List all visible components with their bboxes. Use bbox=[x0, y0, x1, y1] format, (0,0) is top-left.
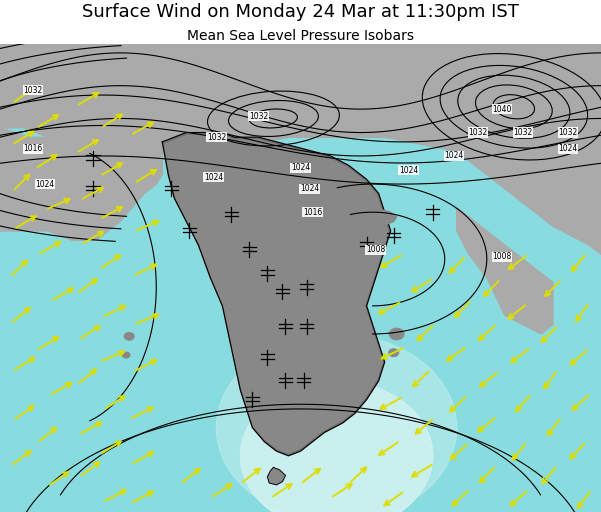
Text: 1008: 1008 bbox=[366, 245, 385, 254]
Text: 1016: 1016 bbox=[23, 144, 43, 154]
Text: Surface Wind on Monday 24 Mar at 11:30pm IST: Surface Wind on Monday 24 Mar at 11:30pm… bbox=[82, 3, 519, 21]
Polygon shape bbox=[267, 467, 285, 485]
Circle shape bbox=[389, 349, 398, 356]
Text: 1024: 1024 bbox=[291, 163, 310, 172]
Text: 1024: 1024 bbox=[399, 165, 418, 175]
Text: Mean Sea Level Pressure Isobars: Mean Sea Level Pressure Isobars bbox=[187, 29, 414, 42]
Circle shape bbox=[124, 333, 134, 340]
Circle shape bbox=[240, 381, 433, 512]
Text: 1024: 1024 bbox=[204, 173, 223, 182]
Polygon shape bbox=[457, 207, 553, 334]
Text: 1032: 1032 bbox=[207, 133, 226, 142]
Text: 1016: 1016 bbox=[303, 208, 322, 217]
Text: 1024: 1024 bbox=[300, 184, 319, 193]
Polygon shape bbox=[162, 133, 391, 456]
Polygon shape bbox=[0, 128, 162, 240]
Text: 1032: 1032 bbox=[558, 128, 578, 137]
Polygon shape bbox=[0, 44, 601, 151]
Text: 1032: 1032 bbox=[468, 128, 487, 137]
Text: 1024: 1024 bbox=[558, 144, 578, 154]
Text: 1040: 1040 bbox=[492, 104, 511, 114]
Circle shape bbox=[216, 334, 457, 512]
Text: 1032: 1032 bbox=[23, 86, 43, 95]
Circle shape bbox=[123, 352, 130, 358]
Polygon shape bbox=[457, 151, 601, 254]
Polygon shape bbox=[373, 210, 397, 224]
Text: 1008: 1008 bbox=[492, 252, 511, 261]
Text: 1032: 1032 bbox=[249, 112, 268, 121]
Text: 1024: 1024 bbox=[444, 152, 463, 160]
Text: 1024: 1024 bbox=[35, 180, 55, 188]
Circle shape bbox=[389, 328, 404, 339]
Text: 1032: 1032 bbox=[513, 128, 532, 137]
